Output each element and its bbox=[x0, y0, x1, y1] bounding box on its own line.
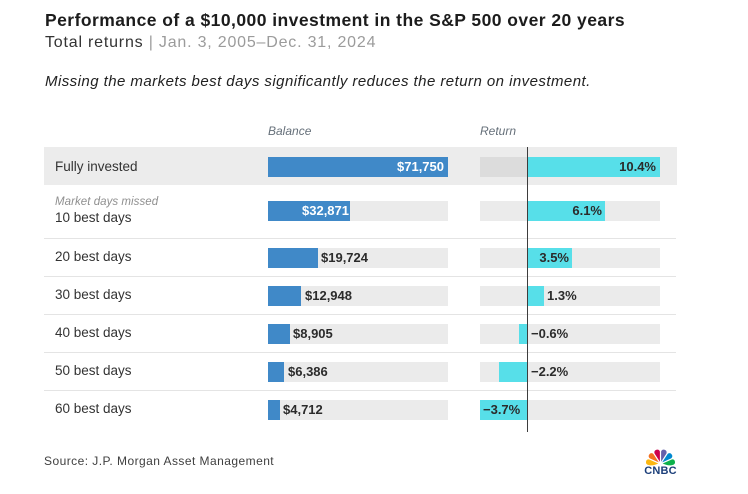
svg-text:CNBC: CNBC bbox=[644, 465, 677, 477]
